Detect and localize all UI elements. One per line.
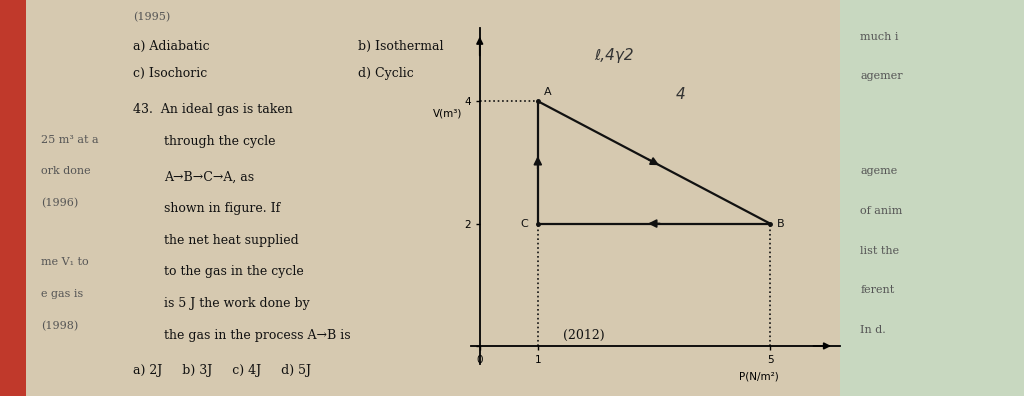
Text: me V₁ to: me V₁ to bbox=[41, 257, 89, 267]
Text: e gas is: e gas is bbox=[41, 289, 83, 299]
Text: b) Isothermal: b) Isothermal bbox=[358, 40, 443, 53]
Text: d) Cyclic: d) Cyclic bbox=[358, 67, 414, 80]
Text: B: B bbox=[777, 219, 784, 228]
Text: c) Isochoric: c) Isochoric bbox=[133, 67, 208, 80]
Text: (2012): (2012) bbox=[563, 329, 605, 342]
Text: ageme: ageme bbox=[860, 166, 897, 176]
Text: In d.: In d. bbox=[860, 325, 886, 335]
Text: A: A bbox=[544, 87, 551, 97]
Text: the net heat supplied: the net heat supplied bbox=[164, 234, 299, 247]
Text: through the cycle: through the cycle bbox=[164, 135, 275, 148]
Text: a) Adiabatic: a) Adiabatic bbox=[133, 40, 210, 53]
Text: a) 2J     b) 3J     c) 4J     d) 5J: a) 2J b) 3J c) 4J d) 5J bbox=[133, 364, 311, 377]
Text: 25 m³ at a: 25 m³ at a bbox=[41, 135, 98, 145]
Text: A→B→C→A, as: A→B→C→A, as bbox=[164, 170, 254, 183]
Text: of anim: of anim bbox=[860, 206, 902, 216]
Text: much i: much i bbox=[860, 32, 899, 42]
Text: C: C bbox=[520, 219, 528, 228]
Text: (1995): (1995) bbox=[133, 12, 170, 22]
Text: P(N/m²): P(N/m²) bbox=[739, 371, 778, 382]
Text: ℓ,4γ2: ℓ,4γ2 bbox=[594, 48, 634, 63]
Text: ork done: ork done bbox=[41, 166, 90, 176]
Text: (1996): (1996) bbox=[41, 198, 78, 208]
Text: (1998): (1998) bbox=[41, 321, 78, 331]
Text: 43.  An ideal gas is taken: 43. An ideal gas is taken bbox=[133, 103, 293, 116]
Text: the gas in the process A→B is: the gas in the process A→B is bbox=[164, 329, 350, 342]
Text: 4: 4 bbox=[676, 87, 686, 102]
Text: agemer: agemer bbox=[860, 71, 903, 81]
Text: to the gas in the cycle: to the gas in the cycle bbox=[164, 265, 303, 278]
Text: is 5 J the work done by: is 5 J the work done by bbox=[164, 297, 309, 310]
Text: ferent: ferent bbox=[860, 285, 894, 295]
Text: shown in figure. If: shown in figure. If bbox=[164, 202, 281, 215]
Text: list the: list the bbox=[860, 246, 899, 255]
Text: V(m³): V(m³) bbox=[433, 109, 463, 119]
